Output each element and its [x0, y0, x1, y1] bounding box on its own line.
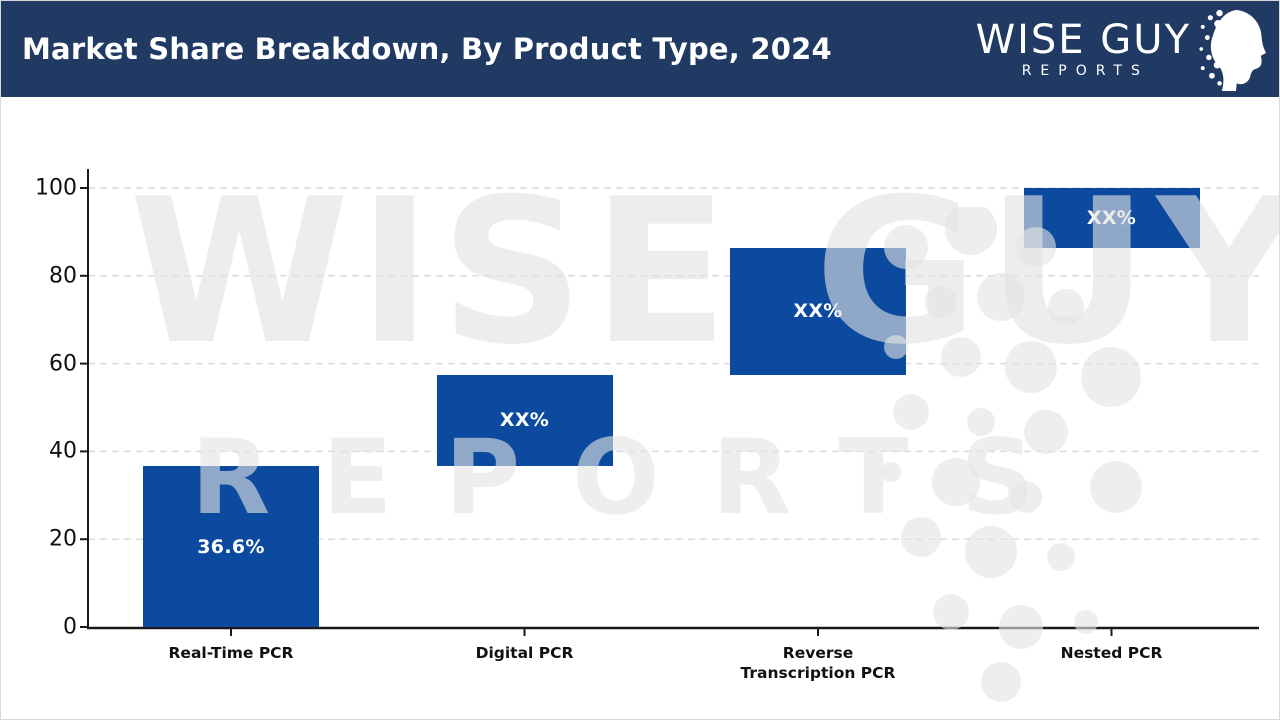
page-title: Market Share Breakdown, By Product Type,…: [22, 32, 832, 66]
bar-nested-pcr: XX%: [1023, 188, 1200, 248]
logo-face-icon: [1199, 9, 1267, 91]
y-tick-label: 80: [49, 263, 77, 289]
x-axis-label: Nested PCR: [1060, 644, 1163, 662]
bar-value-label: XX%: [793, 300, 843, 323]
chart-area: 36.6% XX% XX% XX% 0 20 40 60 80 100 Real-Time PC…: [1, 97, 1279, 719]
x-axis-label: Reverse Transcription PCR: [740, 644, 896, 682]
x-axis-label: Digital PCR: [475, 644, 574, 662]
bar-reverse-transcription-pcr: XX%: [730, 247, 906, 375]
x-axis-label: Real-Time PCR: [168, 644, 294, 662]
y-tick-label: 20: [49, 526, 77, 552]
bar-digital-pcr: XX%: [436, 374, 613, 467]
bar-real-time-pcr: 36.6%: [143, 466, 319, 627]
bar-value-label: XX%: [1086, 206, 1137, 229]
y-tick-label: 40: [49, 438, 77, 464]
logo-subtext: REPORTS: [1021, 62, 1149, 79]
logo-wordmark: WISE GUY: [975, 16, 1191, 63]
bar-value-label: XX%: [499, 409, 550, 432]
y-tick-label: 100: [35, 175, 77, 201]
y-tick-label: 0: [63, 614, 77, 640]
y-tick-label: 60: [49, 351, 77, 377]
brand-logo: WISE GUY REPORTS: [976, 1, 1267, 97]
header: Market Share Breakdown, By Product Type,…: [1, 1, 1279, 97]
bar-value-label: 36.6%: [197, 535, 265, 558]
